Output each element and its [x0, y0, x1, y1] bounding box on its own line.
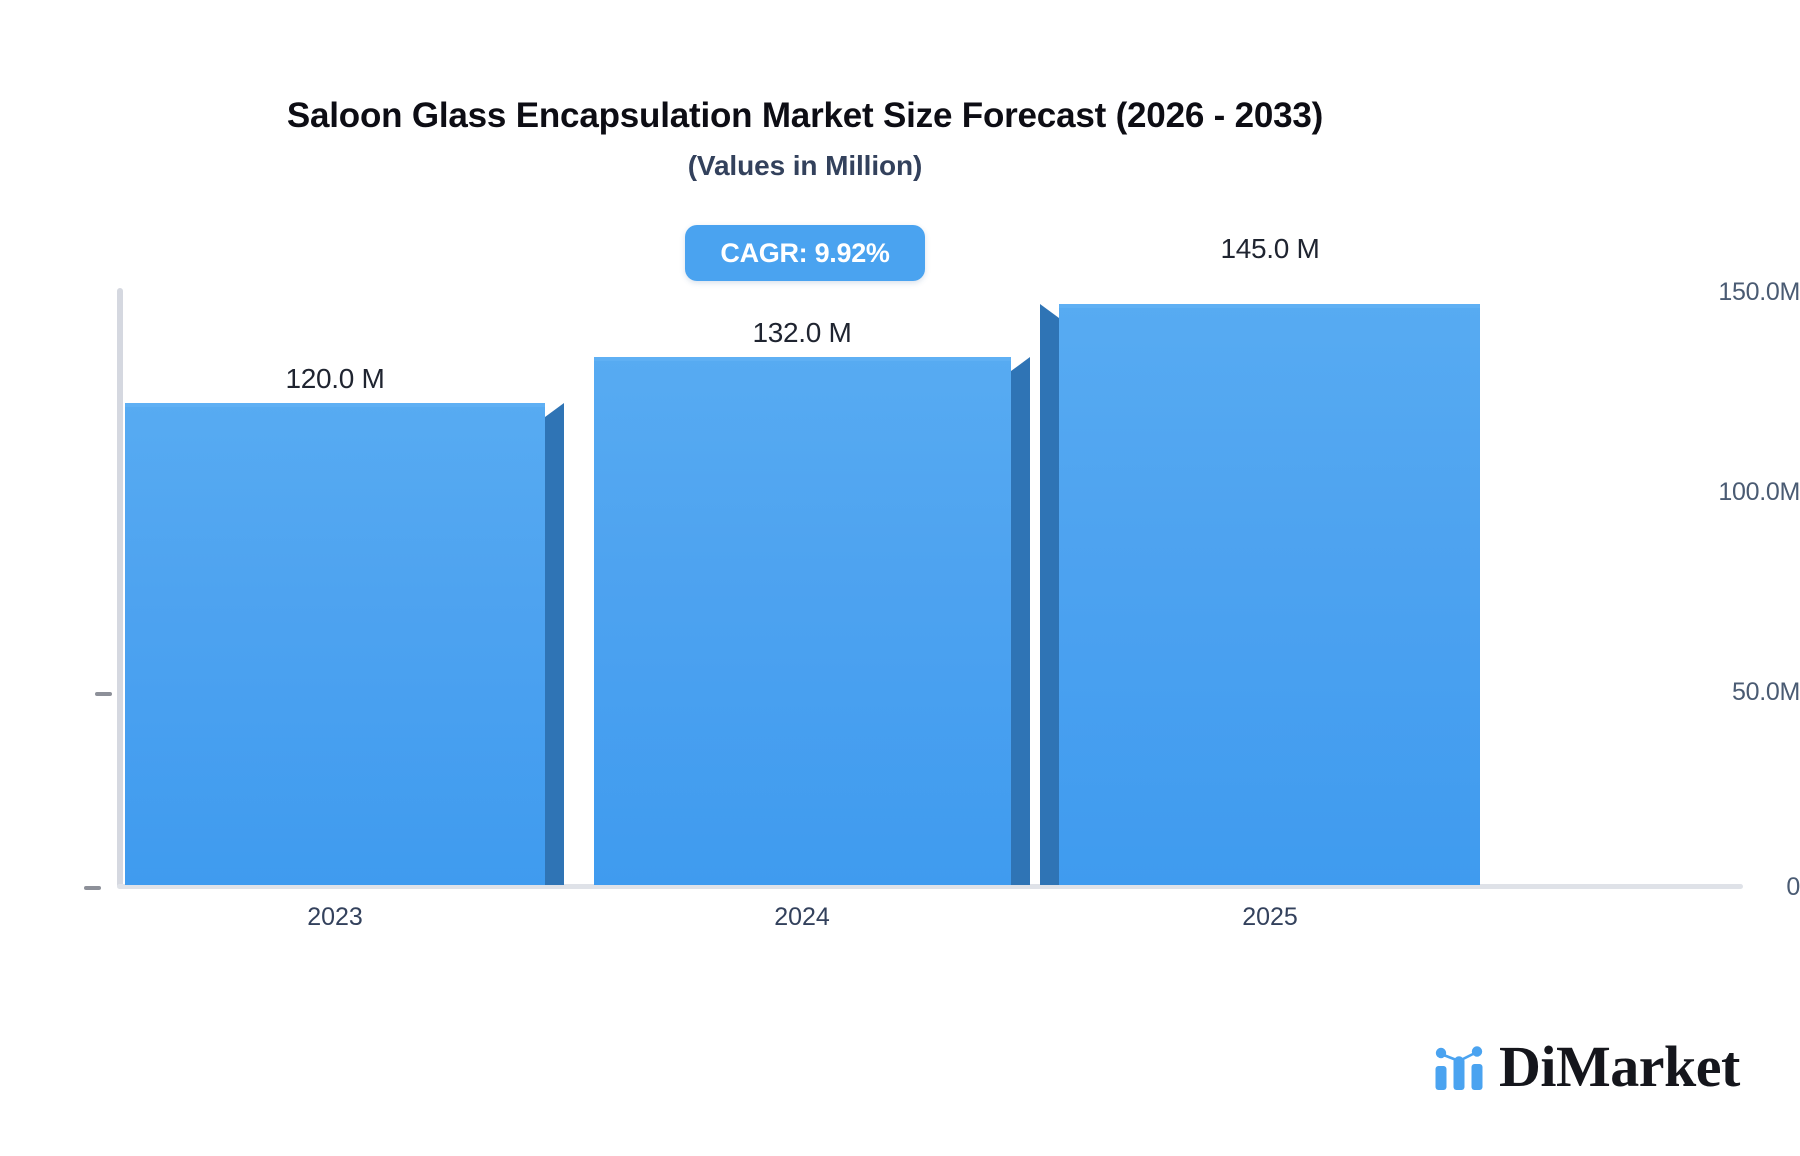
bar-2023-face	[125, 403, 545, 885]
bar-chart-icon	[1435, 1046, 1483, 1090]
x-tick-label-2023: 2023	[307, 903, 363, 931]
bar-2023-top	[125, 403, 545, 407]
bar-2024[interactable]	[594, 357, 1030, 885]
bar-value-label-2023: 120.0 M	[285, 363, 385, 394]
cagr-badge[interactable]: CAGR: 9.92%	[685, 225, 925, 281]
y-tick-label-100: 100.0M	[1718, 478, 1800, 506]
chart-subtitle: (Values in Million)	[687, 150, 923, 181]
x-tick-label-2024: 2024	[774, 903, 830, 931]
y-tick-mark-0	[84, 886, 101, 890]
brand-logo: DiMarket	[1432, 1038, 1740, 1096]
y-tick-label-150: 150.0M	[1718, 278, 1800, 306]
bar-value-label-2024: 132.0 M	[752, 317, 852, 348]
bar-2024-face	[594, 357, 1011, 885]
x-tick-label-2025: 2025	[1242, 903, 1298, 931]
bar-2025[interactable]	[1040, 304, 1480, 885]
bar-2025-side	[1040, 304, 1059, 885]
y-tick-mark-50	[95, 692, 112, 696]
bar-2024-side	[1011, 357, 1030, 885]
y-tick-label-0: 0	[1786, 873, 1800, 901]
bar-2025-face	[1059, 304, 1480, 885]
y-tick-label-50: 50.0M	[1732, 678, 1800, 706]
bar-2025-top	[1059, 304, 1480, 308]
chart-header: Saloon Glass Encapsulation Market Size F…	[0, 95, 1610, 182]
bar-2023[interactable]	[125, 403, 564, 885]
x-axis-line	[117, 884, 1743, 889]
bar-2024-top	[594, 357, 1011, 361]
y-axis-line	[117, 288, 123, 888]
cagr-badge-label: CAGR: 9.92%	[720, 237, 890, 268]
page-title: Saloon Glass Encapsulation Market Size F…	[286, 96, 1324, 135]
bar-value-label-2025: 145.0 M	[1220, 233, 1320, 264]
brand-name: DiMarket	[1499, 1034, 1740, 1099]
bar-2023-side	[545, 403, 564, 885]
